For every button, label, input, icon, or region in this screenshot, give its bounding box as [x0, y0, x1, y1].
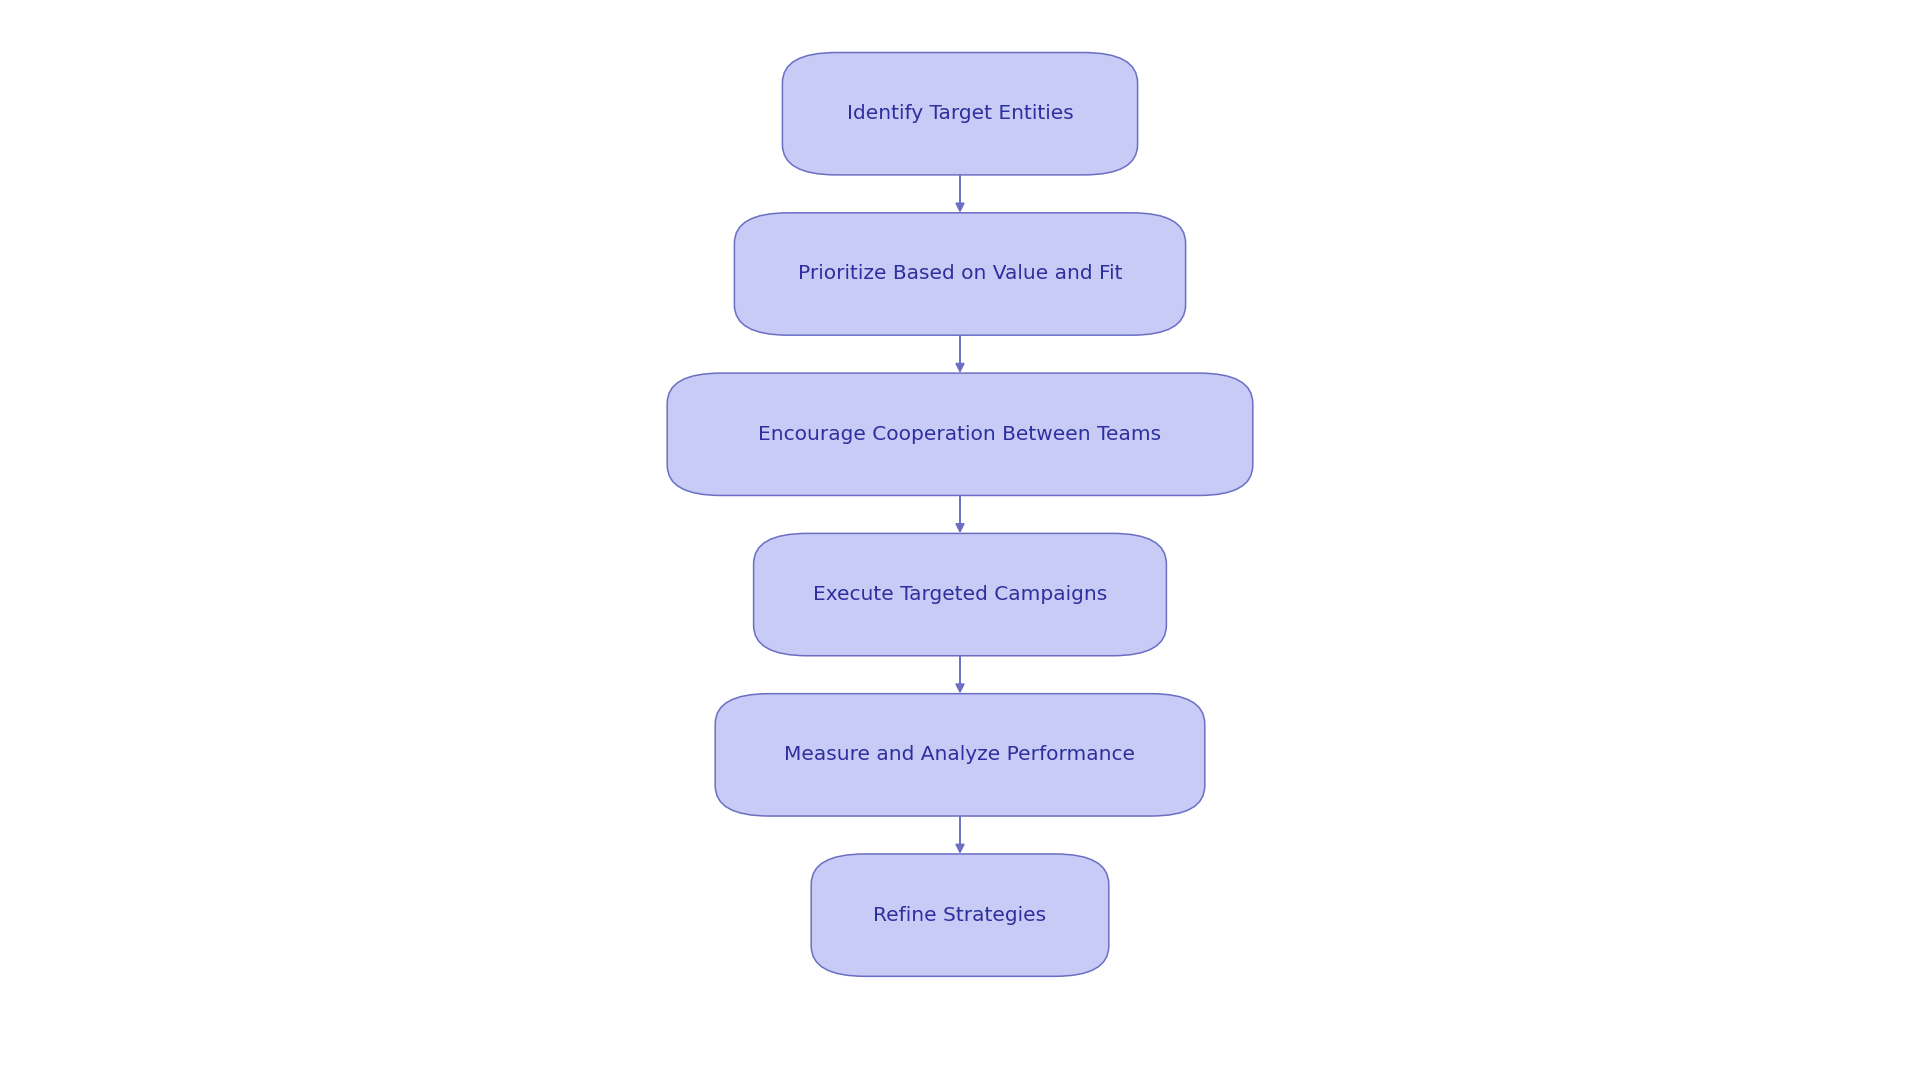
- Text: Measure and Analyze Performance: Measure and Analyze Performance: [785, 745, 1135, 765]
- Text: Prioritize Based on Value and Fit: Prioritize Based on Value and Fit: [797, 264, 1123, 284]
- Text: Execute Targeted Campaigns: Execute Targeted Campaigns: [812, 585, 1108, 604]
- FancyBboxPatch shape: [733, 212, 1185, 336]
- FancyBboxPatch shape: [783, 52, 1137, 174]
- FancyBboxPatch shape: [668, 373, 1254, 496]
- Text: Refine Strategies: Refine Strategies: [874, 905, 1046, 925]
- Text: Encourage Cooperation Between Teams: Encourage Cooperation Between Teams: [758, 425, 1162, 444]
- FancyBboxPatch shape: [753, 533, 1167, 655]
- Text: Identify Target Entities: Identify Target Entities: [847, 104, 1073, 123]
- FancyBboxPatch shape: [714, 693, 1206, 817]
- FancyBboxPatch shape: [810, 853, 1110, 977]
